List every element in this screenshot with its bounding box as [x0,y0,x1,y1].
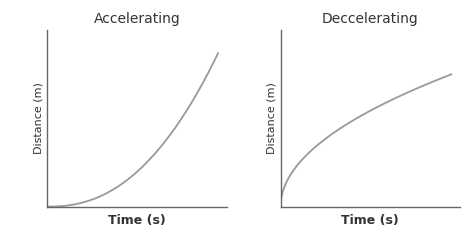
Y-axis label: Distance (m): Distance (m) [266,82,276,154]
Y-axis label: Distance (m): Distance (m) [33,82,43,154]
Title: Deccelerating: Deccelerating [322,12,419,26]
Title: Accelerating: Accelerating [94,12,181,26]
X-axis label: Time (s): Time (s) [108,214,166,227]
X-axis label: Time (s): Time (s) [341,214,399,227]
